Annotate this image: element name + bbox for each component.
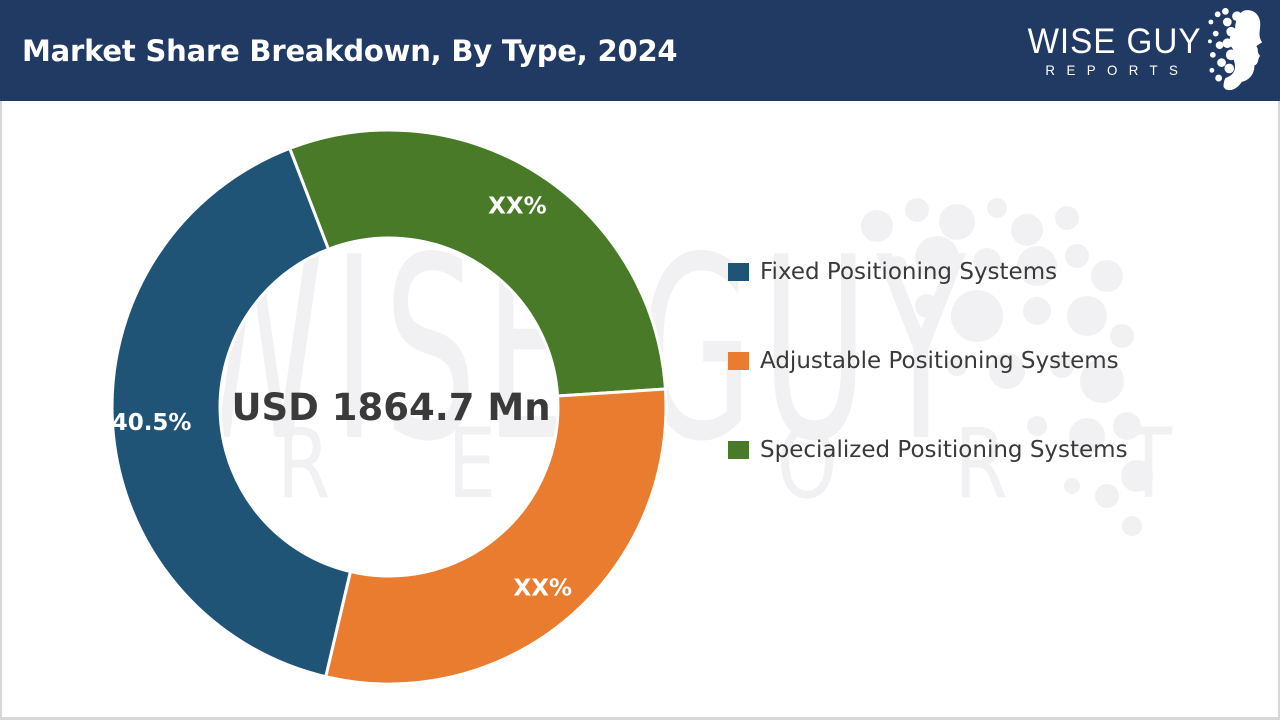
legend-color-swatch — [728, 352, 749, 370]
donut-slice — [288, 128, 667, 398]
legend-item: Specialized Positioning Systems — [728, 437, 1128, 463]
donut-center-total: USD 1864.7 Mn — [231, 386, 551, 429]
logo-subtitle: REPORTS — [1045, 62, 1190, 78]
legend-item: Adjustable Positioning Systems — [728, 348, 1128, 374]
legend-item: Fixed Positioning Systems — [728, 259, 1128, 285]
wise-guy-logo: WISE GUY REPORTS — [1023, 7, 1266, 94]
chart-area: WISE GUY R E P O R T S XX% XX% 40.5% USD 1… — [0, 101, 1280, 720]
slice-percent-label: XX% — [488, 194, 547, 220]
donut-slice — [110, 146, 352, 679]
legend-item-label: Adjustable Positioning Systems — [760, 348, 1119, 374]
legend-item-label: Fixed Positioning Systems — [760, 259, 1058, 285]
slice-percent-label: XX% — [514, 576, 573, 602]
slice-percent-label: 40.5% — [112, 410, 192, 436]
donut-chart: XX% XX% 40.5% — [110, 128, 668, 686]
chart-legend: Fixed Positioning Systems Adjustable Pos… — [728, 259, 1128, 526]
watermark-face-dots — [861, 198, 1153, 536]
page-title: Market Share Breakdown, By Type, 2024 — [22, 33, 678, 68]
legend-color-swatch — [728, 441, 749, 459]
legend-color-swatch — [728, 263, 749, 281]
header-bar: Market Share Breakdown, By Type, 2024 WI… — [0, 0, 1280, 101]
logo-wordmark: WISE GUY — [1027, 22, 1202, 61]
wise-guy-face-icon — [1208, 7, 1263, 90]
donut-slice — [324, 387, 668, 686]
logo-text: WISE GUY REPORTS — [1028, 24, 1202, 77]
legend-item-label: Specialized Positioning Systems — [760, 437, 1128, 463]
